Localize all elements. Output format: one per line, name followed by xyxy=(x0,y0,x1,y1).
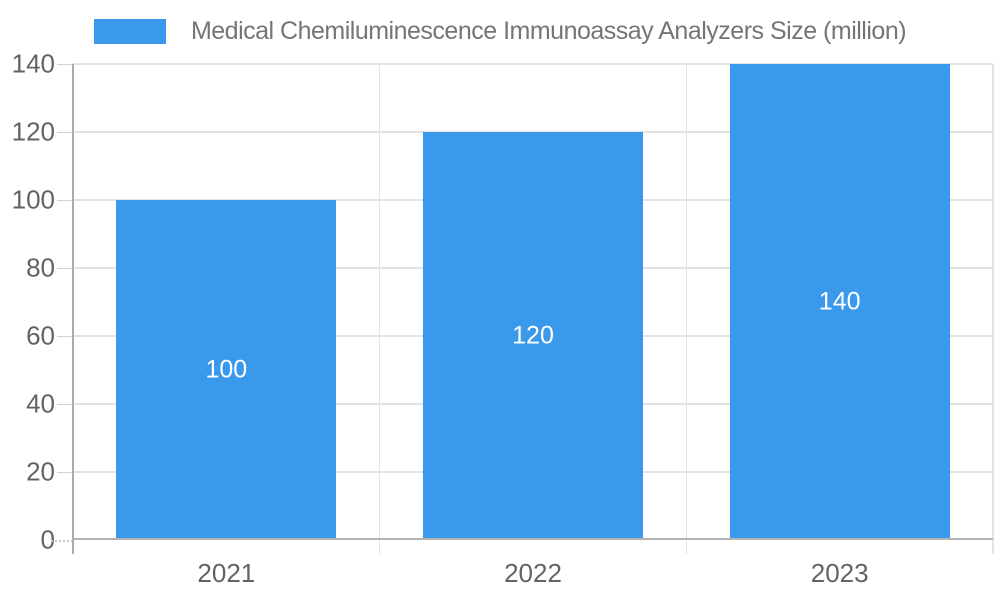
x-tick-label-2022: 2022 xyxy=(504,558,562,588)
x-tick-mark-2 xyxy=(685,540,688,554)
y-axis: 0 20 40 60 80 100 120 140 xyxy=(0,49,73,555)
y-tick-mark-40 xyxy=(57,404,73,405)
y-tick-label-40: 40 xyxy=(26,388,55,419)
bar-2022[interactable] xyxy=(423,132,643,540)
bar-2021[interactable] xyxy=(116,200,337,540)
y-tick-mark-20 xyxy=(57,472,73,473)
bar-2023[interactable] xyxy=(729,64,950,540)
y-tick-mark-80 xyxy=(57,268,73,269)
y-tick-label-60: 60 xyxy=(26,320,55,351)
y-tick-label-100: 100 xyxy=(11,184,55,215)
y-tick-label-80: 80 xyxy=(26,252,55,283)
x-axis: 2021 2022 2023 xyxy=(73,540,993,600)
bar-value-label-2022: 120 xyxy=(512,321,554,350)
y-tick-label-120: 120 xyxy=(11,116,55,147)
bar-value-label-2021: 100 xyxy=(205,355,248,384)
x-tick-label-2023: 2023 xyxy=(810,558,869,588)
plot-area: 100 120 140 xyxy=(72,63,994,554)
y-tick-label-20: 20 xyxy=(26,456,55,487)
gridline-h-140 xyxy=(73,63,993,65)
x-tick-mark-3 xyxy=(992,540,994,554)
bar-value-label-2023: 140 xyxy=(818,287,861,316)
y-tick-mark-0 xyxy=(51,540,73,542)
legend[interactable]: Medical Chemiluminescence Immunoassay An… xyxy=(0,17,1000,46)
y-tick-label-0: 0 xyxy=(40,524,55,555)
y-tick-label-140: 140 xyxy=(11,48,55,79)
x-axis-baseline xyxy=(73,538,993,540)
x-tick-label-2021: 2021 xyxy=(197,558,256,588)
y-tick-mark-140 xyxy=(57,64,73,65)
x-tick-mark-1 xyxy=(378,540,381,554)
legend-swatch-icon xyxy=(93,19,166,44)
gridline-v-1 xyxy=(378,64,381,540)
gridline-v-2 xyxy=(685,64,688,540)
legend-label: Medical Chemiluminescence Immunoassay An… xyxy=(190,17,907,45)
y-tick-mark-120 xyxy=(57,132,73,133)
y-axis-line xyxy=(72,64,74,554)
y-tick-mark-60 xyxy=(57,336,73,337)
y-tick-mark-100 xyxy=(57,200,73,201)
gridline-v-3 xyxy=(992,64,994,540)
